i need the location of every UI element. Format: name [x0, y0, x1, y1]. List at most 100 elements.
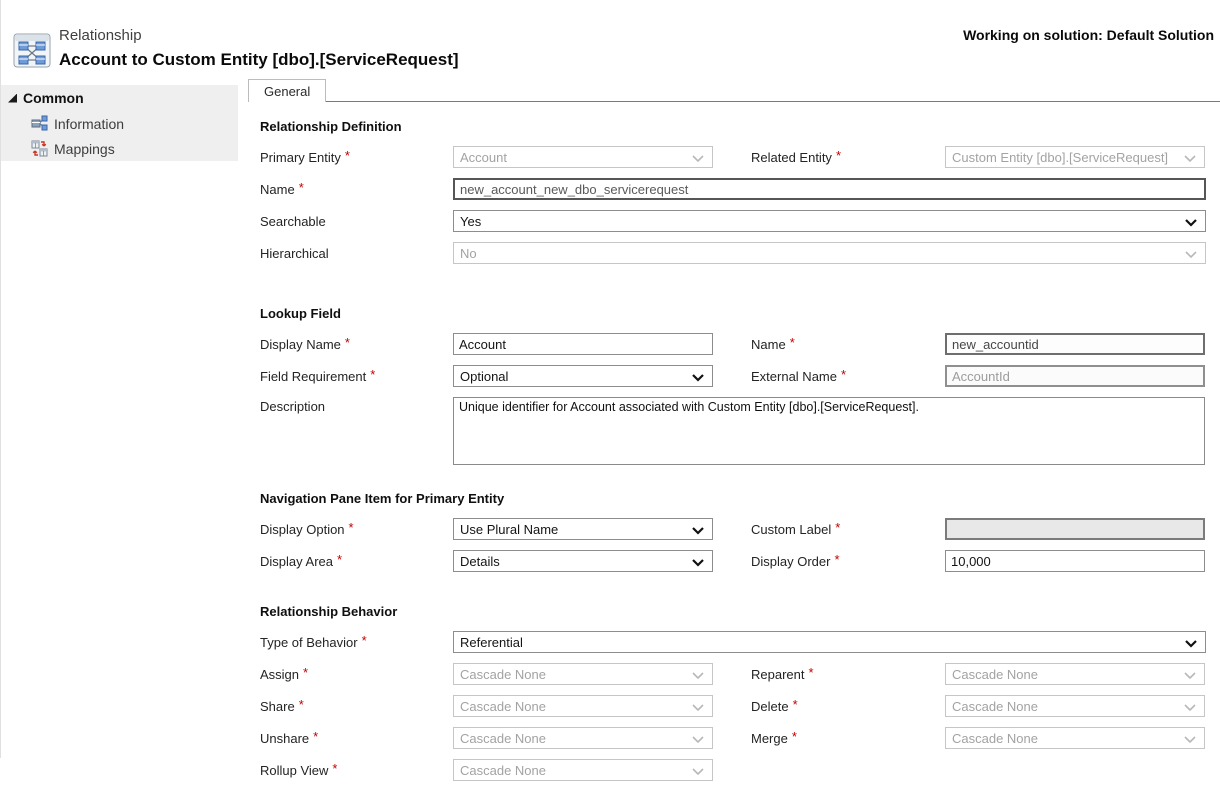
description-label: Description — [260, 399, 326, 414]
chevron-down-icon — [692, 768, 704, 776]
required-asterisk: * — [336, 551, 343, 567]
display-area-select[interactable]: Details — [453, 550, 713, 572]
required-asterisk: * — [789, 334, 795, 350]
required-asterisk: * — [313, 728, 319, 744]
name-row: Name * — [260, 178, 1206, 200]
required-asterisk: * — [344, 147, 350, 163]
field-requirement-select[interactable]: Optional — [453, 365, 713, 387]
unshare-merge-row: Unshare * Cascade None Merge * Cascade Non… — [260, 727, 1205, 749]
searchable-row: Searchable Yes — [260, 210, 1206, 232]
sidebar-item-information[interactable]: Information — [1, 111, 238, 136]
required-asterisk: * — [835, 147, 841, 163]
assign-reparent-row: Assign * Cascade None Reparent * Cascade N… — [260, 663, 1205, 685]
external-name-label: External Name * — [751, 366, 847, 384]
rollup-view-row: Rollup View * Cascade None — [260, 759, 713, 781]
field-requirement-row: Field Requirement * Optional External Nam… — [260, 365, 1205, 387]
unshare-select[interactable]: Cascade None — [453, 727, 713, 749]
sidebar-item-label: Mappings — [54, 140, 115, 157]
mappings-icon — [31, 140, 48, 157]
section-heading-relationship-behavior: Relationship Behavior — [260, 604, 398, 619]
required-asterisk: * — [332, 760, 338, 776]
delete-select[interactable]: Cascade None — [945, 695, 1205, 717]
required-asterisk: * — [303, 664, 309, 680]
working-on-solution-label: Working on solution: Default Solution — [963, 27, 1214, 43]
type-of-behavior-select[interactable]: Referential — [453, 631, 1206, 653]
information-icon — [31, 115, 48, 131]
tab-general[interactable]: General — [248, 79, 327, 102]
chevron-down-icon — [1185, 219, 1197, 227]
display-order-input[interactable] — [945, 550, 1205, 572]
merge-select[interactable]: Cascade None — [945, 727, 1205, 749]
relationship-name-input[interactable] — [453, 178, 1206, 200]
searchable-select[interactable]: Yes — [453, 210, 1206, 232]
display-option-select[interactable]: Use Plural Name — [453, 518, 713, 540]
required-asterisk: * — [361, 632, 367, 648]
reparent-select[interactable]: Cascade None — [945, 663, 1205, 685]
sidebar-group-label: Common — [23, 90, 84, 106]
sidebar-item-mappings[interactable]: Mappings — [1, 136, 238, 161]
sidebar: Common Information Mappings — [1, 85, 238, 161]
required-asterisk: * — [792, 696, 798, 712]
required-asterisk: * — [298, 696, 304, 712]
required-asterisk: * — [298, 179, 304, 195]
section-heading-relationship-definition: Relationship Definition — [260, 119, 402, 134]
share-select[interactable]: Cascade None — [453, 695, 713, 717]
custom-label-input[interactable] — [945, 518, 1205, 540]
tab-strip: General — [248, 78, 1220, 102]
external-name-input[interactable] — [945, 365, 1205, 387]
searchable-label: Searchable — [260, 213, 326, 229]
sidebar-item-label: Information — [54, 115, 125, 132]
field-requirement-label: Field Requirement * — [260, 366, 376, 384]
chevron-down-icon — [692, 704, 704, 712]
type-of-behavior-row: Type of Behavior * Referential — [260, 631, 1206, 653]
required-asterisk: * — [348, 519, 354, 535]
related-entity-select[interactable]: Custom Entity [dbo].[ServiceRequest] — [945, 146, 1205, 168]
relationship-icon — [13, 33, 51, 68]
required-asterisk: * — [344, 334, 350, 350]
chevron-down-icon — [692, 672, 704, 680]
display-name-label: Display Name * — [260, 334, 350, 352]
assign-label: Assign * — [260, 664, 309, 682]
section-heading-lookup-field: Lookup Field — [260, 306, 341, 321]
chevron-down-icon — [692, 155, 704, 163]
required-asterisk: * — [370, 366, 376, 382]
hierarchical-select[interactable]: No — [453, 242, 1206, 264]
assign-select[interactable]: Cascade None — [453, 663, 713, 685]
chevron-down-icon — [1184, 704, 1196, 712]
rollup-view-label: Rollup View * — [260, 760, 338, 778]
expand-triangle-icon — [8, 93, 17, 103]
display-option-label: Display Option * — [260, 519, 354, 537]
primary-entity-label: Primary Entity * — [260, 147, 350, 165]
lookup-name-input[interactable] — [945, 333, 1205, 355]
hierarchical-label: Hierarchical — [260, 245, 329, 261]
display-area-label: Display Area * — [260, 551, 343, 569]
primary-entity-select[interactable]: Account — [453, 146, 713, 168]
chevron-down-icon — [692, 736, 704, 744]
share-delete-row: Share * Cascade None Delete * Cascade None — [260, 695, 1205, 717]
rollup-view-select[interactable]: Cascade None — [453, 759, 713, 781]
display-name-row: Display Name* Name* — [260, 333, 1205, 355]
required-asterisk: * — [791, 728, 797, 744]
chevron-down-icon — [1185, 251, 1197, 259]
required-asterisk: * — [808, 664, 814, 680]
unshare-label: Unshare * — [260, 728, 319, 746]
display-name-input[interactable] — [453, 333, 713, 355]
display-option-row: Display Option * Use Plural Name Custom L… — [260, 518, 1205, 540]
display-order-label: Display Order * — [751, 551, 840, 569]
share-label: Share * — [260, 696, 304, 714]
type-of-behavior-label: Type of Behavior * — [260, 632, 367, 650]
required-asterisk: * — [835, 519, 841, 535]
merge-label: Merge * — [751, 728, 797, 746]
primary-entity-row: Primary Entity * Account Related Entity * … — [260, 146, 1205, 168]
hierarchical-row: Hierarchical No — [260, 242, 1206, 264]
sidebar-group-common[interactable]: Common — [1, 85, 238, 111]
page-title: Account to Custom Entity [dbo].[ServiceR… — [59, 50, 459, 69]
chevron-down-icon — [1185, 640, 1197, 648]
required-asterisk: * — [840, 366, 847, 382]
chevron-down-icon — [1184, 736, 1196, 744]
description-textarea[interactable]: Unique identifier for Account associated… — [453, 397, 1205, 465]
chevron-down-icon — [692, 374, 704, 382]
chevron-down-icon — [692, 559, 704, 567]
form-content: Relationship Definition Primary Entity * … — [248, 102, 1220, 791]
